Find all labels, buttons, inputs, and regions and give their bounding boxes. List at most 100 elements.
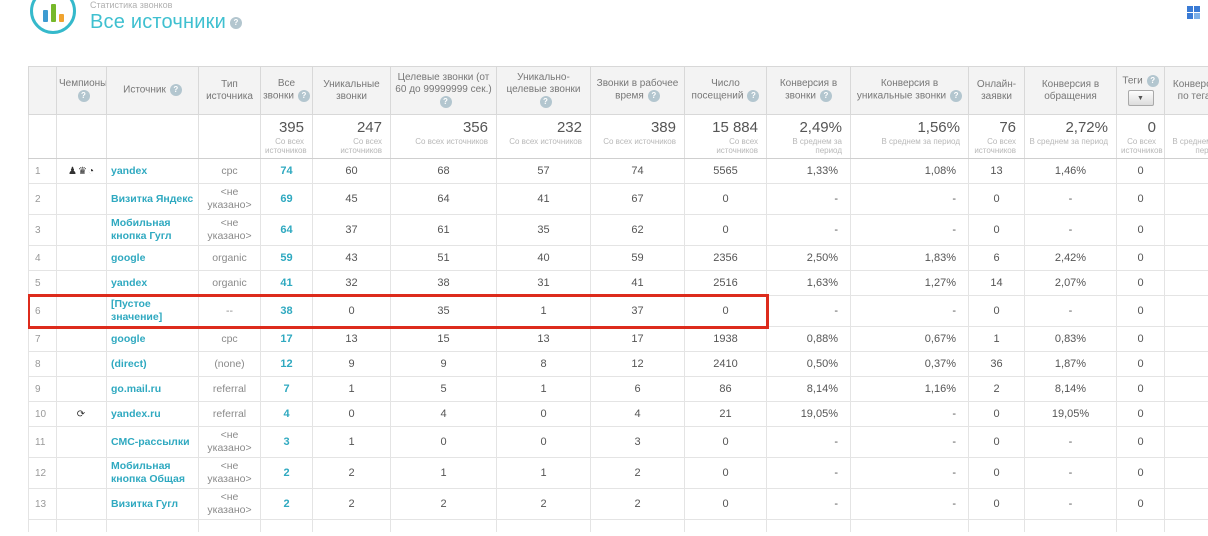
column-header-working-time-calls[interactable]: Звонки в рабочее время? xyxy=(590,66,685,115)
cell-all-calls[interactable]: 7 xyxy=(260,376,313,402)
help-icon[interactable]: ? xyxy=(539,96,552,109)
total-value: 232 xyxy=(556,119,582,136)
cell-all-calls[interactable]: 4 xyxy=(260,401,313,427)
grid-icon[interactable] xyxy=(1187,6,1200,19)
column-header-unique-target-calls[interactable]: Уникально-целевые звонки? xyxy=(496,66,591,115)
column-header-champions[interactable]: Чемпионы? xyxy=(56,66,107,115)
source-link[interactable]: go.mail.ru xyxy=(111,382,162,395)
cell-unique-calls: 9 xyxy=(312,351,391,377)
help-icon[interactable]: ? xyxy=(169,84,182,97)
source-cell: go.mail.ru xyxy=(106,376,199,402)
help-icon[interactable]: ? xyxy=(1146,74,1159,87)
cell-tags: 0 xyxy=(1116,426,1165,458)
column-label: Конверсия в звонки xyxy=(779,78,838,102)
source-link[interactable]: Визитка Яндекс xyxy=(111,192,194,205)
empty-cell xyxy=(496,519,591,532)
cell-all-calls[interactable]: 2 xyxy=(260,488,313,520)
source-link[interactable]: Мобильная кнопка Гугл xyxy=(111,217,172,242)
source-link[interactable]: Визитка Гугл xyxy=(111,497,179,510)
source-link[interactable]: [Пустое значение] xyxy=(111,298,163,323)
cell-conversion-to-requests: - xyxy=(1024,426,1117,458)
total-value: - xyxy=(1169,119,1208,136)
column-header-row-number[interactable] xyxy=(28,66,57,115)
cell-all-calls[interactable]: 3 xyxy=(260,426,313,458)
champions-cell xyxy=(56,270,107,296)
column-label: Все звонки xyxy=(263,78,296,102)
help-icon[interactable]: ? xyxy=(950,90,963,103)
cell-conversion-to-unique-calls: 1,16% xyxy=(850,376,969,402)
source-link[interactable]: yandex xyxy=(111,276,148,289)
column-header-all-calls[interactable]: Все звонки? xyxy=(260,66,313,115)
cell-all-calls[interactable]: 64 xyxy=(260,214,313,246)
total-conversion-to-unique-calls: 1,56% В среднем за период xyxy=(850,114,969,159)
source-link[interactable]: Мобильная кнопка Общая xyxy=(111,460,185,485)
column-header-conversion-to-unique-calls[interactable]: Конверсия в уникальные звонки? xyxy=(850,66,969,115)
total-working-time-calls: 389 Со всех источников xyxy=(590,114,685,159)
cell-unique-calls: 2 xyxy=(312,488,391,520)
column-header-online-requests[interactable]: Онлайн-заявки xyxy=(968,66,1025,115)
source-cell: yandex.ru xyxy=(106,401,199,427)
cell-online-requests: 1 xyxy=(968,326,1025,352)
row-number: 12 xyxy=(28,457,57,489)
cell-all-calls[interactable]: 17 xyxy=(260,326,313,352)
help-icon[interactable]: ? xyxy=(297,90,310,103)
source-link[interactable]: СМС-рассылки xyxy=(111,435,190,448)
total-conversion-by-tags: -В среднем за период xyxy=(1164,114,1208,159)
help-icon[interactable]: ? xyxy=(77,90,90,103)
cell-all-calls[interactable]: 38 xyxy=(260,295,313,327)
source-link[interactable]: (direct) xyxy=(111,357,147,370)
cell-unique-calls: 60 xyxy=(312,158,391,184)
source-link[interactable]: yandex.ru xyxy=(111,407,161,420)
help-icon[interactable]: ? xyxy=(439,96,452,109)
cell-conversion-by-tags: - xyxy=(1164,401,1208,427)
cell-working-time-calls: 2 xyxy=(590,488,685,520)
cell-tags: 0 xyxy=(1116,488,1165,520)
cell-all-calls[interactable]: 41 xyxy=(260,270,313,296)
cell-conversion-to-unique-calls: - xyxy=(850,426,969,458)
cell-unique-target-calls: 41 xyxy=(496,183,591,215)
cell-visits: 21 xyxy=(684,401,767,427)
cell-unique-calls: 43 xyxy=(312,245,391,271)
help-icon[interactable]: ? xyxy=(747,90,760,103)
column-header-unique-calls[interactable]: Уникальные звонки xyxy=(312,66,391,115)
empty-cell xyxy=(1164,519,1208,532)
cell-all-calls[interactable]: 69 xyxy=(260,183,313,215)
column-header-conversion-to-requests[interactable]: Конверсия в обращения xyxy=(1024,66,1117,115)
table-row: 12 Мобильная кнопка Общая <не указано> 2 2 1 1… xyxy=(28,457,1208,489)
source-link[interactable]: google xyxy=(111,332,146,345)
cell-working-time-calls: 3 xyxy=(590,426,685,458)
total-caption: Со всех источников xyxy=(974,137,1016,155)
column-header-conversion-by-tags[interactable]: Конверсия по тегам xyxy=(1164,66,1208,115)
cell-all-calls[interactable]: 74 xyxy=(260,158,313,184)
column-label: Уникальные звонки xyxy=(323,78,380,102)
empty-cell xyxy=(684,519,767,532)
cell-online-requests: 14 xyxy=(968,270,1025,296)
column-header-conversion-to-calls[interactable]: Конверсия в звонки? xyxy=(766,66,851,115)
source-link[interactable]: yandex xyxy=(111,164,148,177)
column-header-target-calls[interactable]: Целевые звонки (от 60 до 99999999 сек.)? xyxy=(390,66,497,115)
help-icon[interactable]: ? xyxy=(647,90,660,103)
cell-online-requests: 36 xyxy=(968,351,1025,377)
cell-all-calls[interactable]: 59 xyxy=(260,245,313,271)
cell-target-calls: 9 xyxy=(390,351,497,377)
champions-cell xyxy=(56,376,107,402)
totals-blank xyxy=(106,114,199,159)
tags-filter-button[interactable]: ▼ xyxy=(1127,90,1154,107)
column-label: Чемпионы xyxy=(59,78,107,90)
cell-conversion-by-tags: - xyxy=(1164,214,1208,246)
title-help-icon[interactable]: ? xyxy=(229,16,242,29)
help-icon[interactable]: ? xyxy=(819,90,832,103)
column-header-source-type[interactable]: Тип источника xyxy=(198,66,261,115)
source-link[interactable]: google xyxy=(111,251,146,264)
total-caption: Со всех источников xyxy=(716,137,758,155)
cell-all-calls[interactable]: 2 xyxy=(260,457,313,489)
column-header-visits[interactable]: Число посещений? xyxy=(684,66,767,115)
cell-target-calls: 5 xyxy=(390,376,497,402)
cell-tags: 0 xyxy=(1116,214,1165,246)
cell-all-calls[interactable]: 12 xyxy=(260,351,313,377)
column-header-tags[interactable]: Теги? ▼ xyxy=(1116,66,1165,115)
cell-conversion-by-tags: - xyxy=(1164,245,1208,271)
total-value: 356 xyxy=(462,119,488,136)
total-conversion-to-requests: 2,72% В среднем за период xyxy=(1024,114,1117,159)
column-header-source[interactable]: Источник? xyxy=(106,66,199,115)
